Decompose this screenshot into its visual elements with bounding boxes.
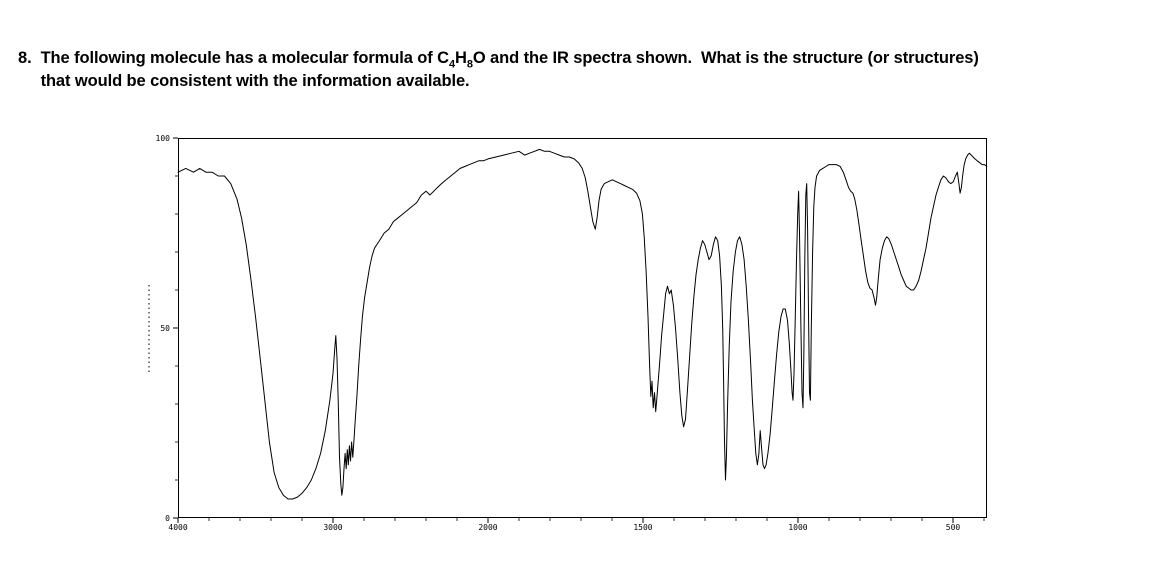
question-body: The following molecule has a molecular f… [41,47,1150,93]
x-tick-label-1500: 1500 [633,523,652,532]
plot-frame [178,138,987,518]
formula-h: H [454,49,467,67]
x-tick-label-3000: 3000 [323,523,342,532]
question: 8. The following molecule has a molecula… [18,47,1150,93]
question-number: 8. [18,49,32,67]
x-tick-label-500: 500 [946,523,961,532]
question-line1-rest: O and the IR spectra shown. What is the … [472,49,979,67]
question-line2: that would be consistent with the inform… [40,72,470,90]
ir-spectrum-curve [177,148,988,500]
formula-subscript-4: 4 [448,58,455,71]
y-tick-label-0: 0 [165,514,170,523]
formula-subscript-8: 8 [466,58,473,71]
x-tick-label-2000: 2000 [478,523,497,532]
x-tick-label-1000: 1000 [788,523,807,532]
question-line1-text: The following molecule has a molecular f… [40,49,449,67]
y-tick-label-100: 100 [156,134,171,143]
y-tick-label-50: 50 [160,324,170,333]
ir-spectrum-figure: 4000 3000 2000 1500 1000 500 100 50 0 [148,132,993,532]
question-line1: The following molecule has a molecular f… [41,47,1150,70]
x-tick-label-4000: 4000 [168,523,187,532]
